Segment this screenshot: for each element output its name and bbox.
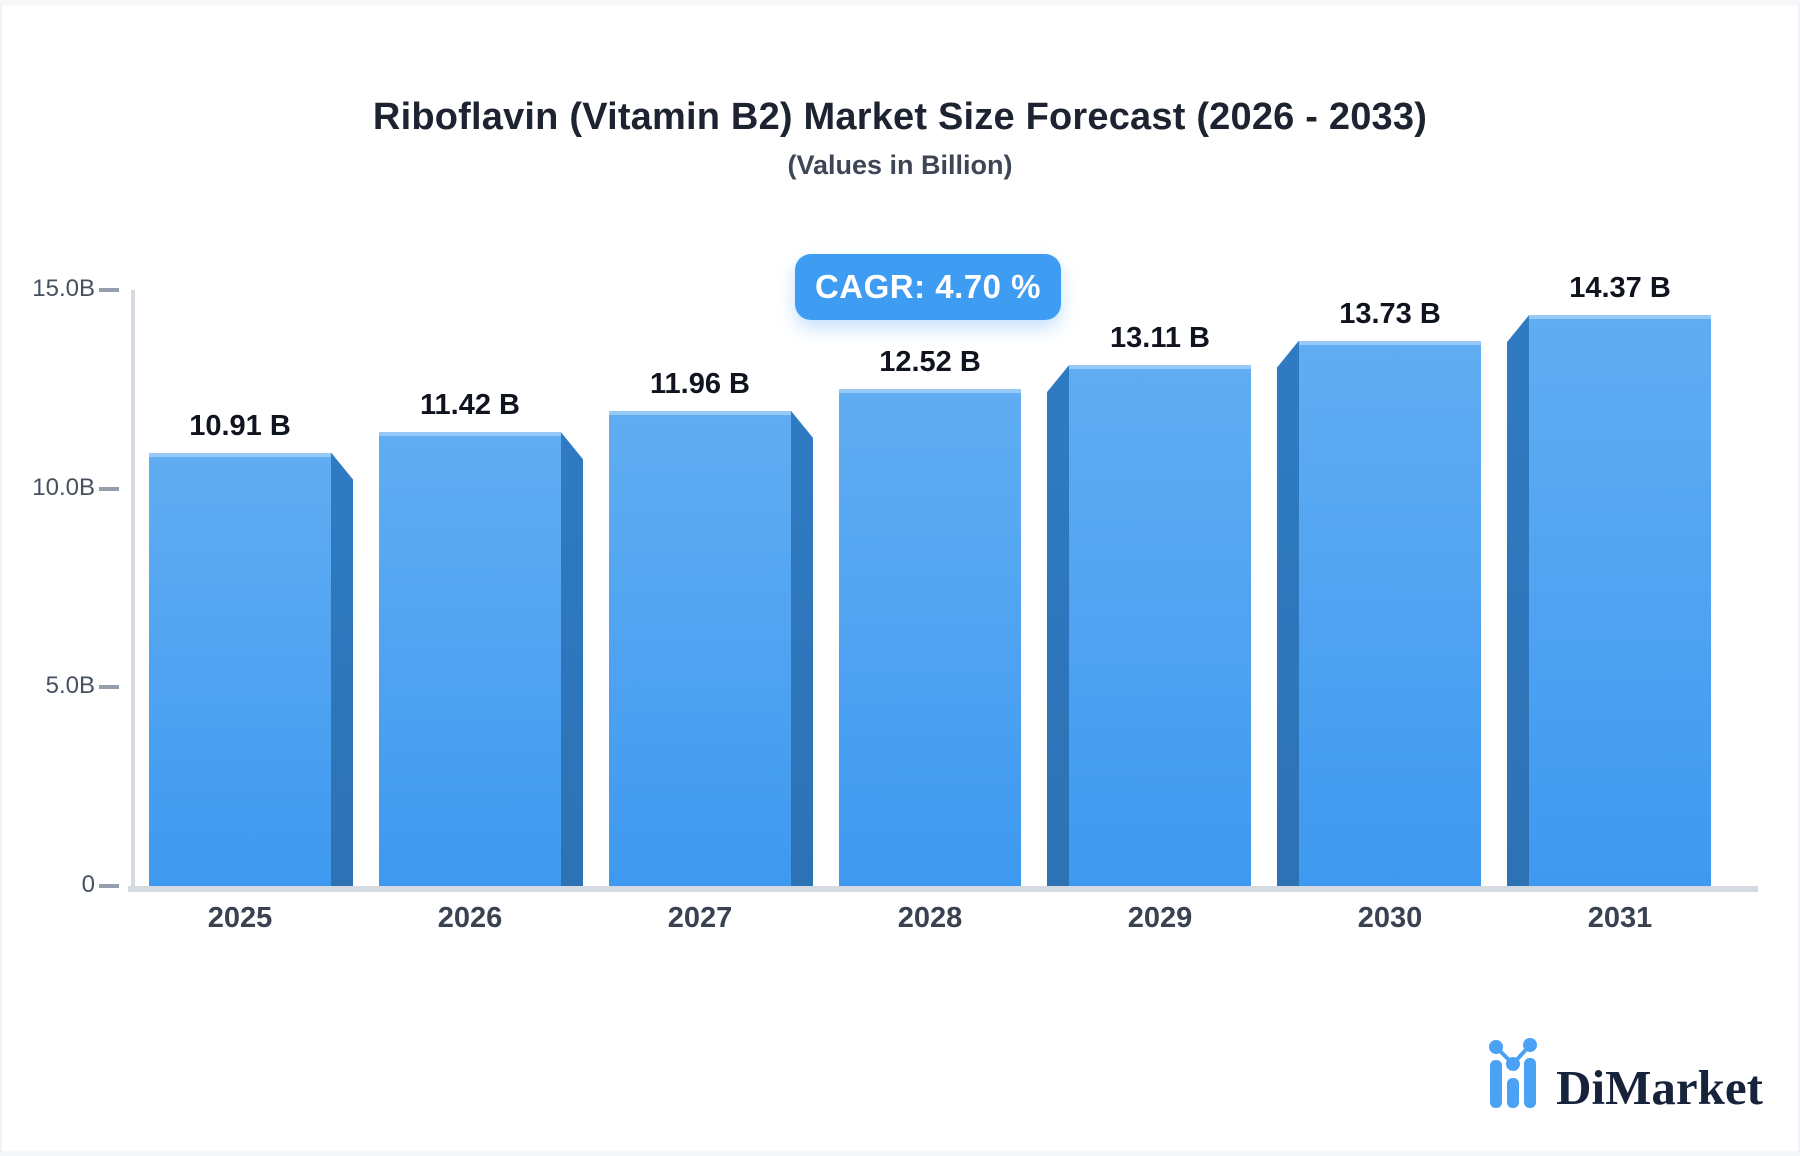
value-label-2025: 10.91 B	[189, 409, 291, 442]
y-tick-mark	[99, 486, 119, 491]
brand-logo: DiMarket	[1487, 1037, 1763, 1112]
x-axis-label-2029: 2029	[1127, 902, 1193, 934]
brand-logo-icon	[1489, 1038, 1538, 1108]
x-axis-label-2027: 2027	[667, 902, 733, 934]
y-axis-line	[131, 290, 135, 890]
y-tick-mark	[99, 685, 119, 690]
y-tick-label: 10.0B	[32, 473, 95, 501]
x-axis-label-2026: 2026	[437, 902, 503, 934]
x-axis-label-2028: 2028	[897, 902, 963, 934]
value-label-2029: 13.11 B	[1110, 322, 1210, 355]
bar-2027-side-face	[791, 410, 813, 886]
chart-subtitle: (Values in Billion)	[787, 150, 1013, 180]
y-tick-label: 0	[81, 871, 95, 898]
bar-2025-side-face	[331, 452, 353, 886]
bar-2025[interactable]	[149, 452, 331, 886]
x-axis-label-2031: 2031	[1587, 902, 1653, 934]
chart-title: Riboflavin (Vitamin B2) Market Size Fore…	[372, 96, 1428, 138]
value-label-2027: 11.96 B	[650, 367, 750, 400]
value-label-2031: 14.37 B	[1569, 272, 1671, 305]
bar-2026[interactable]	[379, 432, 561, 886]
value-label-2030: 13.73 B	[1339, 297, 1441, 330]
bar-2028[interactable]	[839, 388, 1021, 886]
bar-2030[interactable]	[1299, 340, 1481, 886]
bar-2029-side-face	[1047, 365, 1069, 886]
y-tick-mark	[99, 884, 119, 888]
bar-2029[interactable]	[1069, 365, 1251, 886]
cagr-badge: CAGR: 4.70 %	[795, 254, 1061, 320]
y-tick-label: 15.0B	[32, 275, 95, 303]
bar-2030-side-face	[1277, 340, 1299, 886]
bar-2031-side-face	[1507, 315, 1529, 886]
bar-2027[interactable]	[609, 410, 791, 886]
value-label-2026: 11.42 B	[420, 389, 520, 422]
bar-2026-side-face	[561, 432, 583, 886]
x-axis-line	[128, 886, 1758, 892]
y-tick-label: 5.0B	[45, 672, 95, 700]
bar-2031[interactable]	[1529, 315, 1711, 886]
x-axis-label-2030: 2030	[1357, 902, 1423, 934]
x-axis-label-2025: 2025	[207, 902, 273, 934]
value-label-2028: 12.52 B	[879, 345, 981, 378]
brand-logo-text: DiMarket	[1556, 1060, 1763, 1115]
y-tick-mark	[99, 288, 119, 293]
